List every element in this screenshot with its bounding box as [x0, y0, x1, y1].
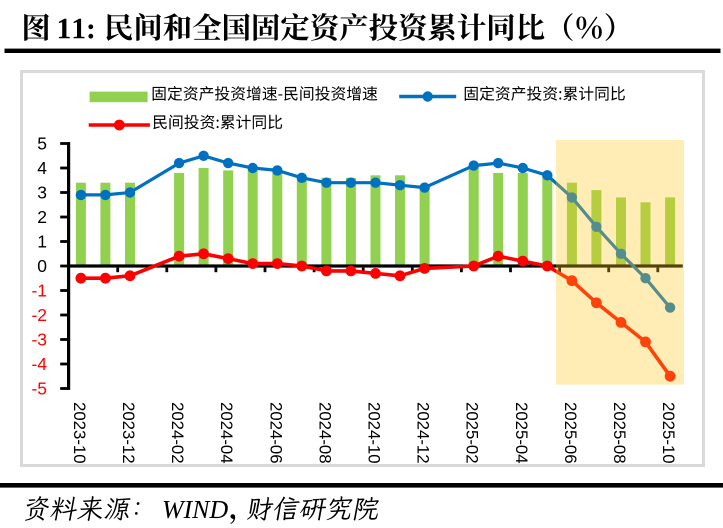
svg-text:0: 0	[37, 256, 47, 276]
svg-text:2025-02: 2025-02	[463, 402, 482, 464]
svg-text:2025-06: 2025-06	[561, 402, 580, 464]
svg-text:2: 2	[37, 207, 47, 227]
svg-text:-1: -1	[31, 281, 47, 301]
svg-text:2024-06: 2024-06	[266, 402, 285, 464]
svg-text:-2: -2	[31, 305, 47, 325]
svg-text:-4: -4	[31, 354, 47, 374]
svg-text:2024-02: 2024-02	[168, 402, 187, 464]
svg-text:4: 4	[37, 158, 47, 178]
svg-text:2025-10: 2025-10	[659, 402, 678, 464]
svg-text:1: 1	[37, 232, 47, 252]
svg-text:2024-12: 2024-12	[414, 402, 433, 464]
svg-text:2024-08: 2024-08	[315, 402, 334, 464]
svg-text:2025-08: 2025-08	[610, 402, 629, 464]
svg-text:2023-10: 2023-10	[70, 402, 89, 464]
svg-text:-3: -3	[31, 330, 47, 350]
svg-text:3: 3	[37, 183, 47, 203]
svg-text:2025-04: 2025-04	[512, 402, 531, 464]
svg-text:2023-12: 2023-12	[119, 402, 138, 464]
svg-text:2024-10: 2024-10	[365, 402, 384, 464]
svg-text:5: 5	[37, 134, 47, 154]
svg-text:2024-04: 2024-04	[217, 402, 236, 464]
svg-text:-5: -5	[31, 379, 47, 399]
